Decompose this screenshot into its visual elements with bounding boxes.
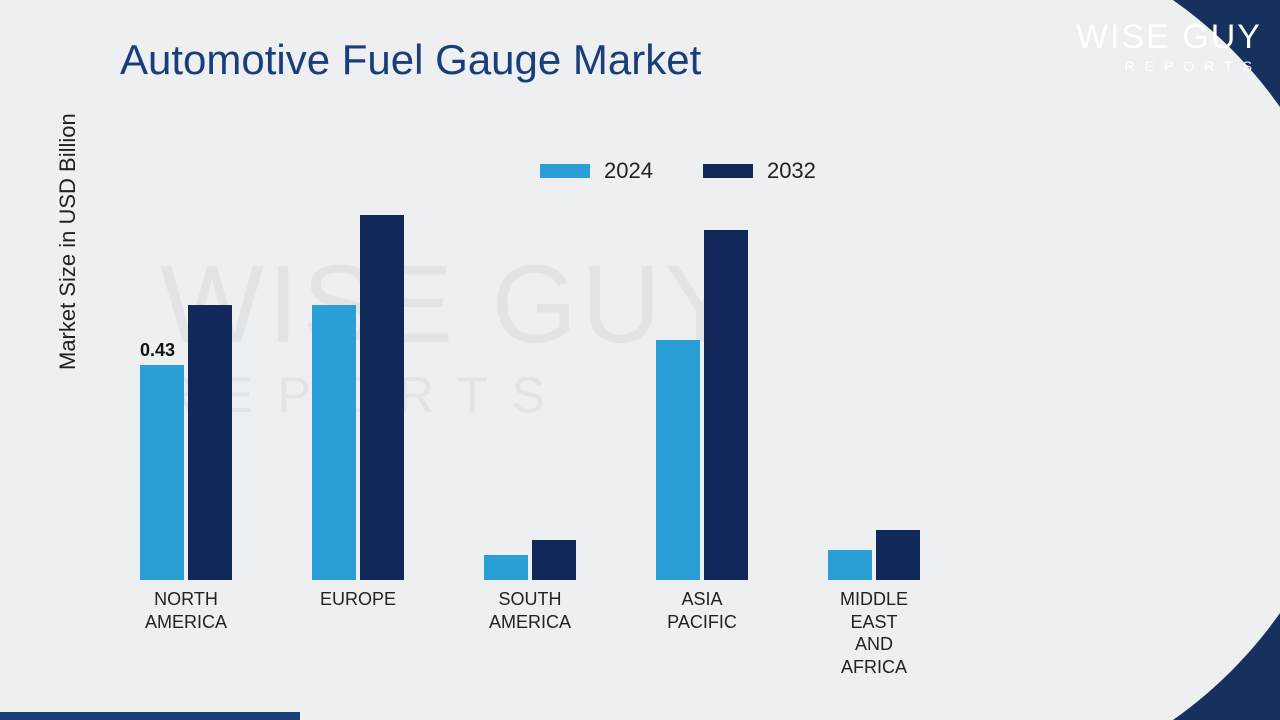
bar <box>188 305 232 580</box>
bar <box>828 550 872 580</box>
bar <box>360 215 404 580</box>
brand-logo-main: WISE GUY <box>1076 20 1262 54</box>
bar <box>704 230 748 580</box>
bar <box>484 555 528 580</box>
x-axis-label: ASIAPACIFIC <box>637 580 767 678</box>
x-axis-label: SOUTHAMERICA <box>465 580 595 678</box>
brand-logo: WISE GUY REPORTS <box>1076 20 1262 74</box>
x-axis-label: MIDDLEEASTANDAFRICA <box>809 580 939 678</box>
x-axis: NORTHAMERICA EUROPE SOUTHAMERICA ASIAPACIFI… <box>100 580 960 678</box>
bar-value-label: 0.43 <box>140 340 175 361</box>
brand-logo-sub: REPORTS <box>1076 58 1262 74</box>
bar-group <box>312 215 404 580</box>
bar <box>876 530 920 580</box>
bar <box>532 540 576 580</box>
x-axis-label: EUROPE <box>293 580 423 678</box>
chart-area: 0.43 NORTHAMERICAEUROPESOUTHAMERICAASIAP… <box>100 150 960 580</box>
bar <box>312 305 356 580</box>
bar-group <box>484 540 576 580</box>
bar <box>656 340 700 580</box>
bar: 0.43 <box>140 365 184 580</box>
chart-title: Automotive Fuel Gauge Market <box>120 36 701 84</box>
brand-panel <box>960 0 1280 720</box>
bar-group: 0.43 <box>140 305 232 580</box>
bar-group <box>656 230 748 580</box>
x-axis-label: NORTHAMERICA <box>121 580 251 678</box>
decorative-strip <box>0 712 300 720</box>
y-axis-label: Market Size in USD Billion <box>55 113 81 370</box>
plot: 0.43 <box>100 190 960 580</box>
bar-group <box>828 530 920 580</box>
